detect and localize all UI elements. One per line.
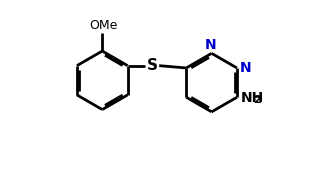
Text: OMe: OMe	[90, 19, 118, 32]
Text: 2: 2	[253, 94, 261, 104]
Text: NH: NH	[241, 91, 264, 105]
Text: S: S	[147, 58, 158, 73]
Text: N: N	[205, 38, 217, 52]
Text: N: N	[239, 61, 251, 75]
